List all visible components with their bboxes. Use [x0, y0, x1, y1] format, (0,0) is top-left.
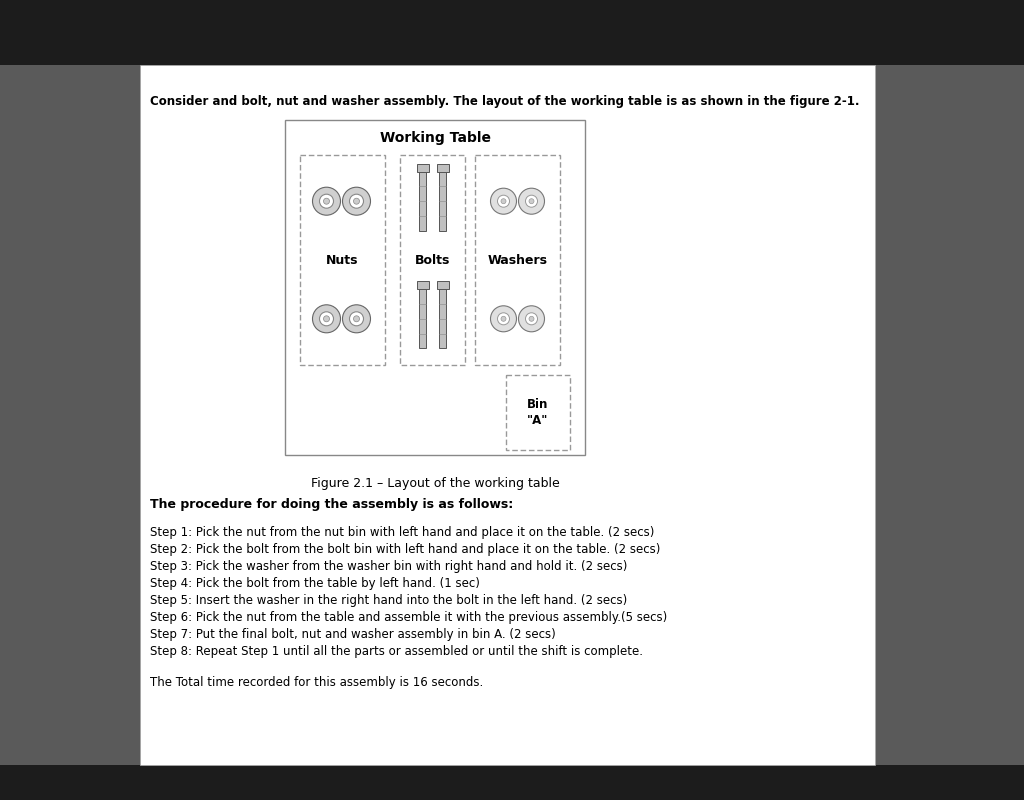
Circle shape — [353, 198, 359, 204]
Text: Consider and bolt, nut and washer assembly. The layout of the working table is a: Consider and bolt, nut and washer assemb… — [150, 95, 859, 108]
Circle shape — [342, 305, 371, 333]
Circle shape — [319, 194, 334, 208]
Bar — [436, 282, 449, 290]
Text: Working Table: Working Table — [380, 131, 490, 145]
Circle shape — [349, 312, 364, 326]
Bar — [300, 155, 385, 365]
Bar — [417, 282, 428, 290]
Circle shape — [518, 188, 545, 214]
Bar — [436, 164, 449, 172]
Circle shape — [490, 188, 516, 214]
Text: Step 6: Pick the nut from the table and assemble it with the previous assembly.(: Step 6: Pick the nut from the table and … — [150, 611, 668, 624]
Text: Step 4: Pick the bolt from the table by left hand. (1 sec): Step 4: Pick the bolt from the table by … — [150, 577, 480, 590]
Text: Step 3: Pick the washer from the washer bin with right hand and hold it. (2 secs: Step 3: Pick the washer from the washer … — [150, 560, 628, 573]
Text: Figure 2.1 – Layout of the working table: Figure 2.1 – Layout of the working table — [310, 477, 559, 490]
Circle shape — [342, 187, 371, 215]
Circle shape — [529, 198, 534, 204]
Circle shape — [498, 313, 510, 325]
Circle shape — [324, 198, 330, 204]
Circle shape — [525, 195, 538, 207]
Bar — [0, 65, 140, 765]
Circle shape — [349, 194, 364, 208]
Bar — [419, 290, 426, 348]
Text: Washers: Washers — [487, 254, 548, 266]
Circle shape — [312, 187, 341, 215]
Circle shape — [312, 305, 341, 333]
Circle shape — [518, 306, 545, 332]
Text: Nuts: Nuts — [327, 254, 358, 266]
Text: The procedure for doing the assembly is as follows:: The procedure for doing the assembly is … — [150, 498, 513, 511]
Bar — [417, 164, 428, 172]
Bar — [475, 155, 560, 365]
Text: Step 5: Insert the washer in the right hand into the bolt in the left hand. (2 s: Step 5: Insert the washer in the right h… — [150, 594, 628, 607]
Bar — [874, 65, 1024, 765]
Text: Bolts: Bolts — [415, 254, 451, 266]
Text: Bin
"A": Bin "A" — [527, 398, 549, 427]
Circle shape — [324, 316, 330, 322]
Text: Step 7: Put the final bolt, nut and washer assembly in bin A. (2 secs): Step 7: Put the final bolt, nut and wash… — [150, 628, 556, 641]
Circle shape — [319, 312, 334, 326]
Bar — [506, 375, 570, 450]
Bar — [140, 65, 874, 765]
Bar — [419, 172, 426, 230]
Circle shape — [490, 306, 516, 332]
Circle shape — [525, 313, 538, 325]
Bar — [400, 155, 465, 365]
Circle shape — [501, 198, 506, 204]
Text: Step 8: Repeat Step 1 until all the parts or assembled or until the shift is com: Step 8: Repeat Step 1 until all the part… — [150, 645, 643, 658]
Text: The Total time recorded for this assembly is 16 seconds.: The Total time recorded for this assembl… — [150, 676, 483, 689]
Bar — [0, 0, 1024, 65]
Circle shape — [353, 316, 359, 322]
Bar — [439, 290, 446, 348]
Circle shape — [501, 316, 506, 322]
Bar — [285, 120, 585, 455]
Bar — [439, 172, 446, 230]
Circle shape — [498, 195, 510, 207]
Text: Step 1: Pick the nut from the nut bin with left hand and place it on the table. : Step 1: Pick the nut from the nut bin wi… — [150, 526, 654, 539]
Circle shape — [529, 316, 534, 322]
Bar — [0, 765, 1024, 800]
Text: Step 2: Pick the bolt from the bolt bin with left hand and place it on the table: Step 2: Pick the bolt from the bolt bin … — [150, 543, 660, 556]
